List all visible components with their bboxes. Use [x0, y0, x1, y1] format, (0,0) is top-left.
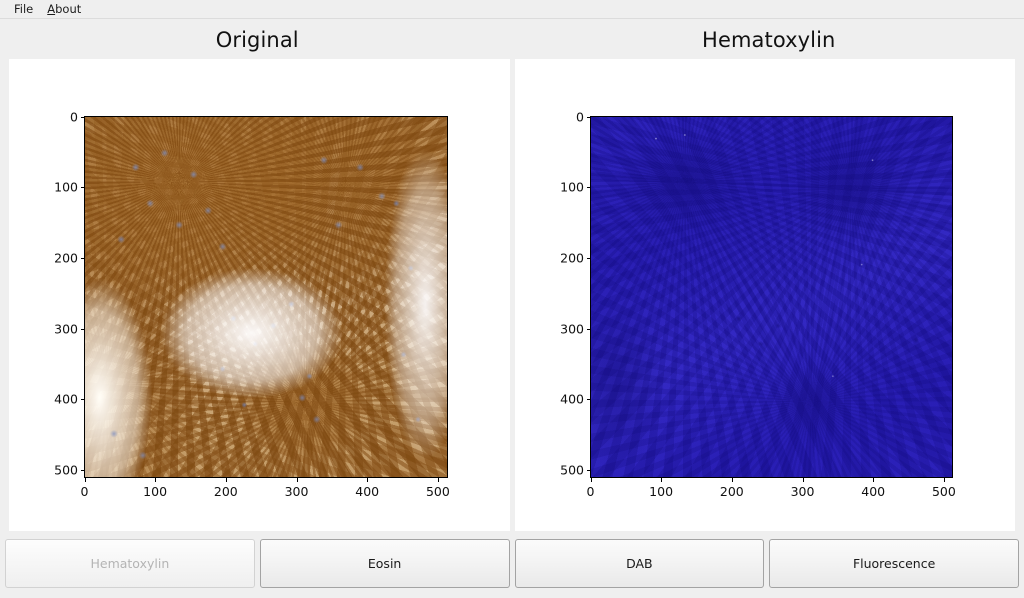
xtick-mark [661, 478, 663, 482]
xtick-mark [367, 478, 369, 482]
ytick-mark [80, 469, 84, 471]
ytick-mark [586, 399, 590, 401]
xtick-mark [802, 478, 804, 482]
xtick-mark [155, 478, 157, 482]
ytick-label: 400 [54, 391, 78, 407]
xtick-label: 0 [586, 484, 595, 499]
stain-button-fluorescence-label: Fluorescence [852, 556, 936, 571]
xtick-label: 500 [931, 484, 956, 499]
ytick-mark [586, 328, 590, 330]
ytick-label: 300 [560, 321, 584, 336]
ytick-mark [80, 116, 84, 118]
stain-button-fluorescence[interactable]: Fluorescence [769, 539, 1019, 588]
axes-original[interactable]: 0 100 200 300 400 500 0 100 200 300 400 … [54, 109, 450, 499]
ytick-mark [80, 257, 84, 259]
plot-panel-separated[interactable]: 0 100 200 300 400 500 0 100 200 300 400 … [515, 59, 1015, 531]
menu-item-about[interactable]: About [41, 1, 89, 18]
xtick-label: 300 [790, 484, 815, 499]
ytick-label: 100 [560, 179, 584, 195]
ytick-mark [586, 469, 590, 471]
ytick-label: 300 [54, 321, 78, 336]
ytick-label: 0 [70, 109, 78, 124]
ytick-label: 0 [576, 109, 584, 124]
plot-panels: 0 100 200 300 400 500 0 100 200 300 400 … [0, 59, 1024, 531]
ytick-label: 200 [54, 250, 78, 266]
ytick-label: 200 [560, 250, 584, 266]
stain-button-dab-label: DAB [626, 556, 653, 571]
stain-button-eosin-label: Eosin [367, 556, 402, 571]
menu-item-file[interactable]: File [8, 1, 41, 18]
ytick-mark [586, 116, 590, 118]
xtick-label: 200 [213, 484, 238, 499]
xtick-mark [873, 478, 875, 482]
xtick-mark [437, 478, 439, 482]
menu-item-about-accel-char: A [47, 1, 56, 16]
stain-button-bar: Hematoxylin Eosin DAB Fluorescence [0, 537, 1024, 598]
xtick-mark [84, 478, 86, 482]
xtick-mark [943, 478, 945, 482]
ytick-label: 400 [560, 391, 584, 407]
axes-separated[interactable]: 0 100 200 300 400 500 0 100 200 300 400 … [560, 109, 956, 499]
ytick-mark [80, 399, 84, 401]
xtick-label: 100 [143, 484, 168, 499]
stain-button-dab[interactable]: DAB [514, 539, 765, 588]
xtick-label: 300 [284, 484, 309, 499]
axes-frame-original [84, 116, 448, 478]
menu-bar: File About [0, 0, 1024, 19]
xtick-mark [225, 478, 227, 482]
axes-frame-separated [590, 116, 953, 478]
plot-panel-original[interactable]: 0 100 200 300 400 500 0 100 200 300 400 … [9, 59, 510, 531]
panel-title-separated: Hematoxylin [702, 28, 836, 52]
menu-item-file-label: File [14, 1, 34, 16]
ytick-mark [80, 187, 84, 189]
ytick-mark [586, 257, 590, 259]
ytick-mark [80, 328, 84, 330]
stain-button-hematoxylin: Hematoxylin [5, 539, 255, 588]
xtick-label: 500 [425, 484, 450, 499]
histology-image-original [85, 117, 447, 477]
xtick-label: 0 [80, 484, 89, 499]
xtick-label: 400 [355, 484, 380, 499]
panel-titles: Original Hematoxylin [0, 21, 1024, 59]
xtick-label: 400 [861, 484, 886, 499]
xtick-mark [296, 478, 298, 482]
ytick-label: 500 [54, 462, 78, 478]
stain-button-hematoxylin-label: Hematoxylin [90, 556, 170, 571]
ytick-mark [586, 187, 590, 189]
hematoxylin-channel-image [591, 117, 952, 477]
xtick-label: 200 [719, 484, 744, 499]
xtick-mark [731, 478, 733, 482]
panel-title-original: Original [215, 28, 299, 52]
ytick-label: 500 [560, 462, 584, 478]
xtick-mark [590, 478, 592, 482]
ytick-label: 100 [54, 179, 78, 195]
xtick-label: 100 [649, 484, 674, 499]
stain-button-eosin[interactable]: Eosin [259, 539, 510, 588]
menu-item-about-label: bout [55, 1, 82, 16]
